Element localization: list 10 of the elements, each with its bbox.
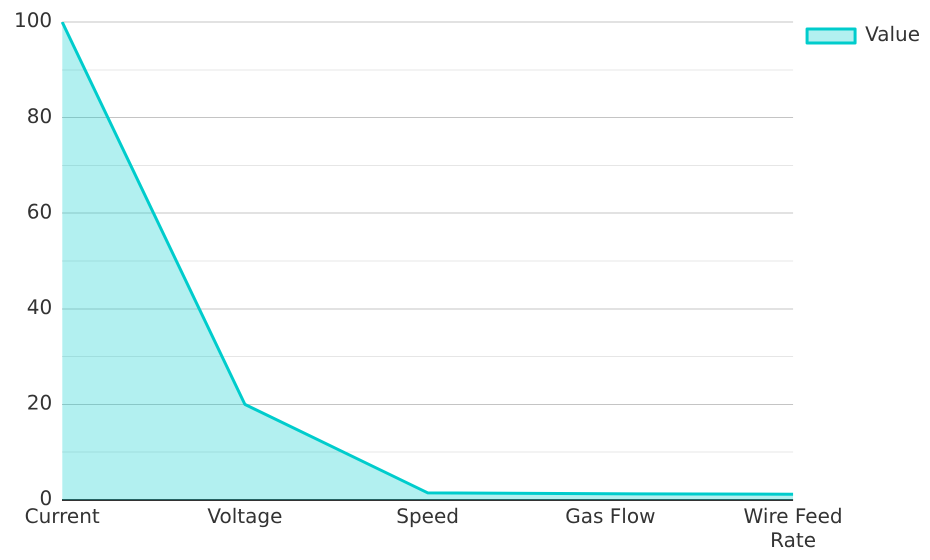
x-tick-label: Wire Feed Rate (744, 504, 843, 552)
y-tick-label: 40 (26, 295, 52, 320)
y-tick-label: 80 (26, 104, 52, 128)
y-tick-label: 100 (14, 8, 52, 32)
y-tick-label: 60 (26, 199, 52, 224)
x-tick-label: Gas Flow (565, 504, 656, 528)
y-tick-label: 20 (26, 390, 52, 415)
legend-label: Value (865, 22, 920, 46)
x-tick-label: Voltage (207, 504, 282, 528)
x-tick-label: Speed (396, 504, 459, 528)
